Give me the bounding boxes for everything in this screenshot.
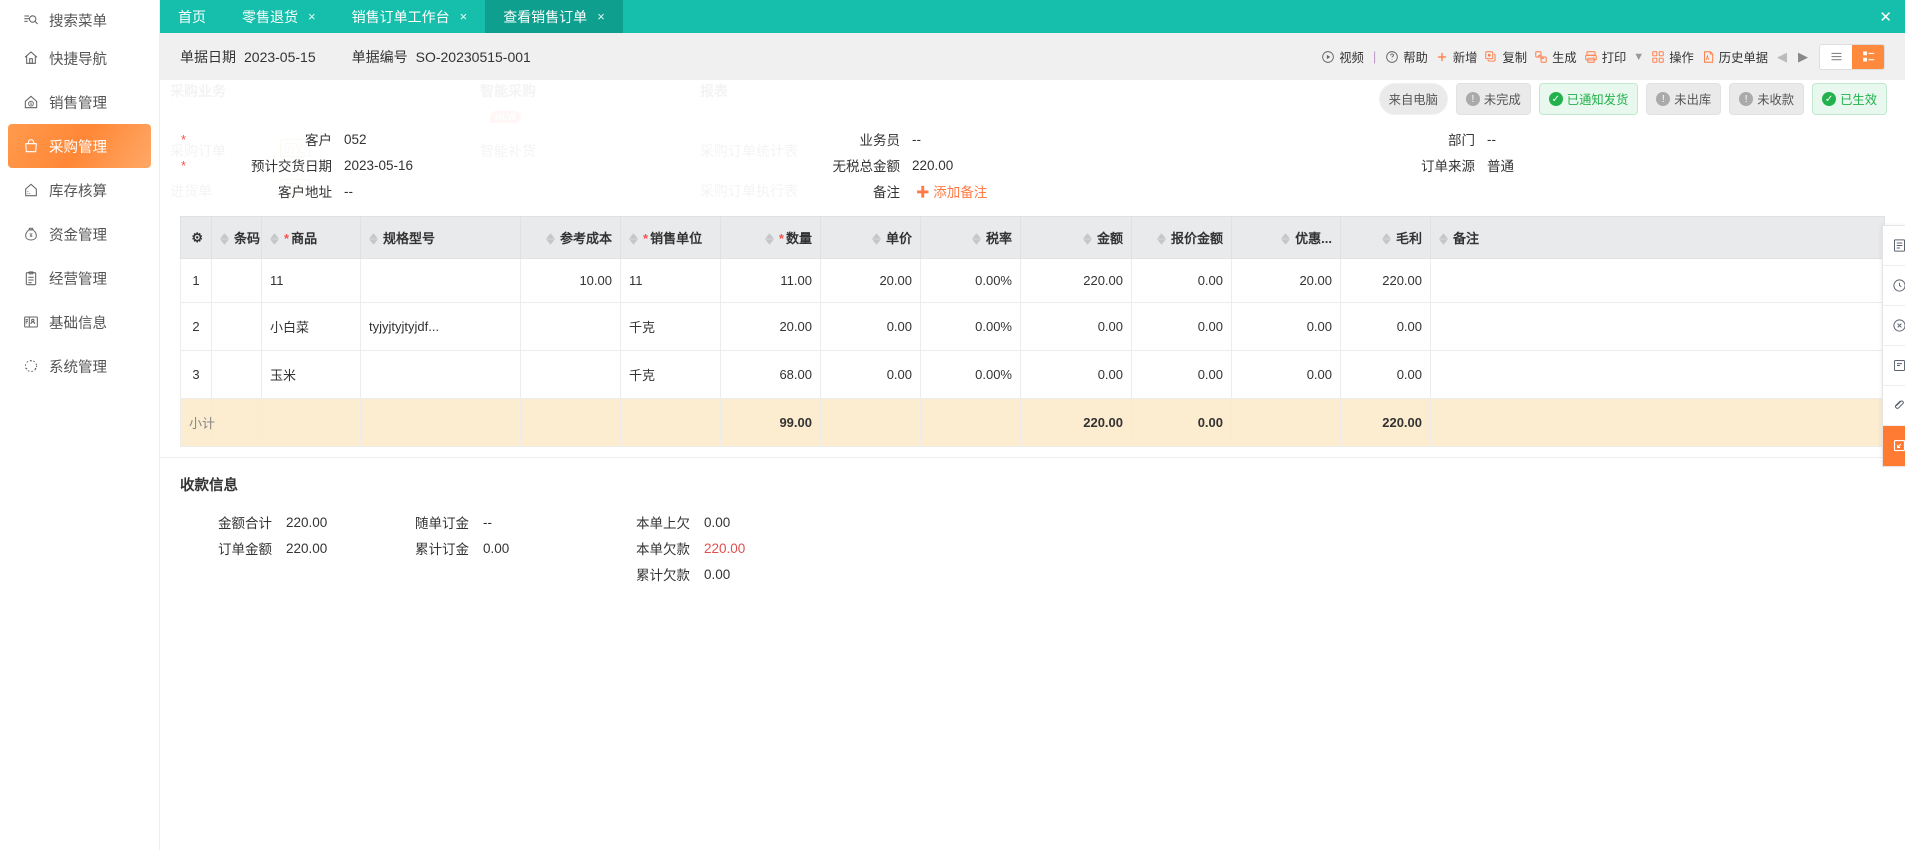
svg-text:¥: ¥ [29,233,33,239]
